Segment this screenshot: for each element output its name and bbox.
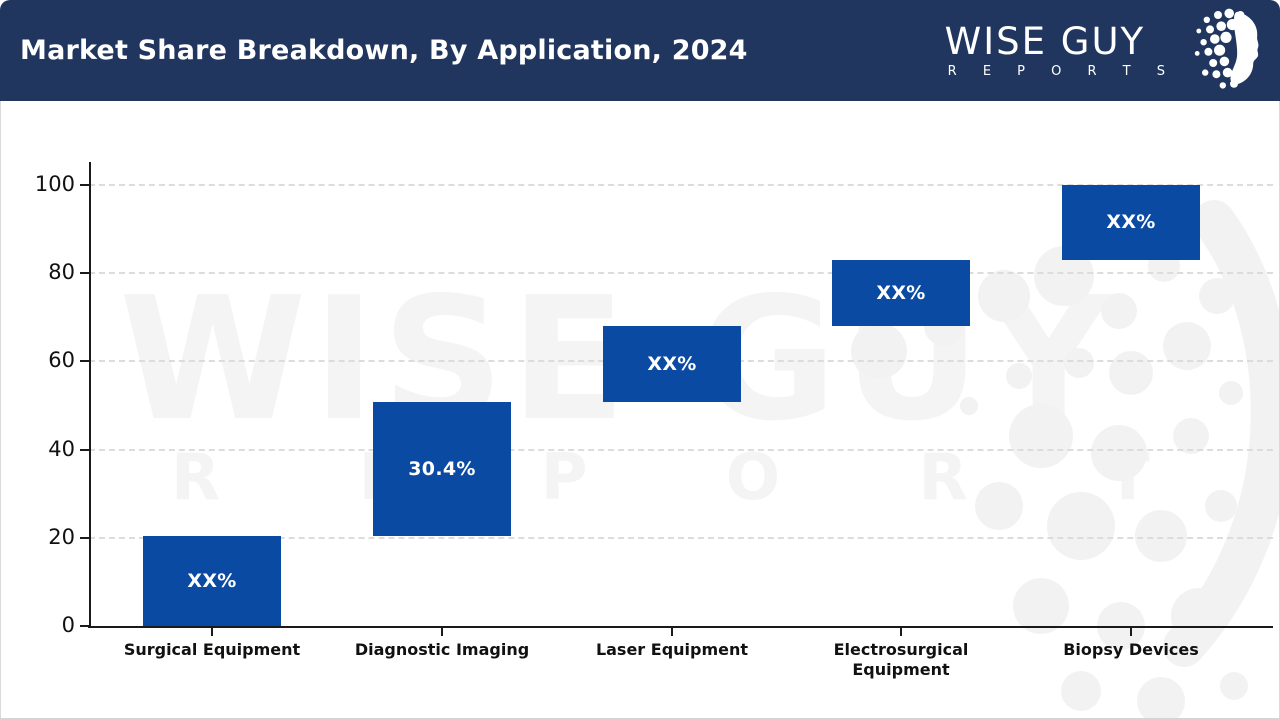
ytick-mark-80 (80, 272, 89, 275)
gridline-y20 (89, 536, 1273, 539)
category-label: Electrosurgical Equipment (833, 640, 969, 679)
y-axis (89, 162, 91, 628)
bar-surgical-equipment: XX% (143, 536, 281, 626)
page-title: Market Share Breakdown, By Application, … (20, 35, 748, 66)
logo-subtext: R E P O R T S (947, 63, 1176, 79)
wiseguy-logo: WISE GUY R E P O R T S (945, 7, 1280, 95)
ytick-mark-40 (80, 448, 89, 451)
xtick-mark-0 (211, 628, 213, 636)
ytick-label-60: 60 (48, 348, 75, 373)
ytick-mark-20 (80, 536, 89, 539)
watermark-text-secondary: R E P O R T S (171, 441, 1279, 515)
header-bar: Market Share Breakdown, By Application, … (0, 0, 1280, 101)
chart-area: WISE GUY R E P O R T S 0 20 40 60 80 100 XX% S (0, 101, 1280, 720)
logo-wordmark: WISE GUY (944, 19, 1146, 63)
gridline-y40 (89, 448, 1273, 451)
ytick-label-40: 40 (48, 436, 75, 461)
bar-value-label: XX% (876, 282, 926, 305)
ytick-label-0: 0 (61, 613, 75, 637)
bar-electrosurgical-equipment: XX% (832, 259, 970, 327)
category-label: Surgical Equipment (123, 640, 301, 659)
bar-value-label: XX% (647, 353, 697, 376)
bar-value-label: XX% (187, 570, 237, 593)
ytick-mark-60 (80, 360, 89, 363)
ytick-mark-0 (80, 625, 89, 627)
ytick-label-100: 100 (34, 172, 75, 196)
x-axis (88, 626, 1273, 628)
logo-text: WISE GUY R E P O R T S (945, 23, 1176, 79)
category-label: Laser Equipment (595, 640, 749, 659)
xtick-mark-3 (900, 628, 902, 636)
category-label: Diagnostic Imaging (354, 640, 530, 659)
category-label: Biopsy Devices (1063, 640, 1199, 659)
gridline-y100 (89, 184, 1273, 186)
xtick-mark-1 (441, 628, 443, 636)
ytick-label-80: 80 (48, 260, 75, 285)
logo-face-icon (1194, 8, 1259, 89)
bar-value-label: 30.4% (408, 458, 476, 481)
xtick-mark-2 (671, 628, 673, 636)
gridline-y80 (89, 272, 1273, 275)
bar-laser-equipment: XX% (603, 326, 741, 403)
xtick-mark-4 (1130, 628, 1132, 636)
bar-biopsy-devices: XX% (1062, 185, 1200, 260)
ytick-mark-100 (80, 184, 89, 186)
bar-value-label: XX% (1106, 211, 1156, 234)
bar-diagnostic-imaging: 30.4% (373, 402, 511, 537)
ytick-label-20: 20 (48, 524, 75, 549)
